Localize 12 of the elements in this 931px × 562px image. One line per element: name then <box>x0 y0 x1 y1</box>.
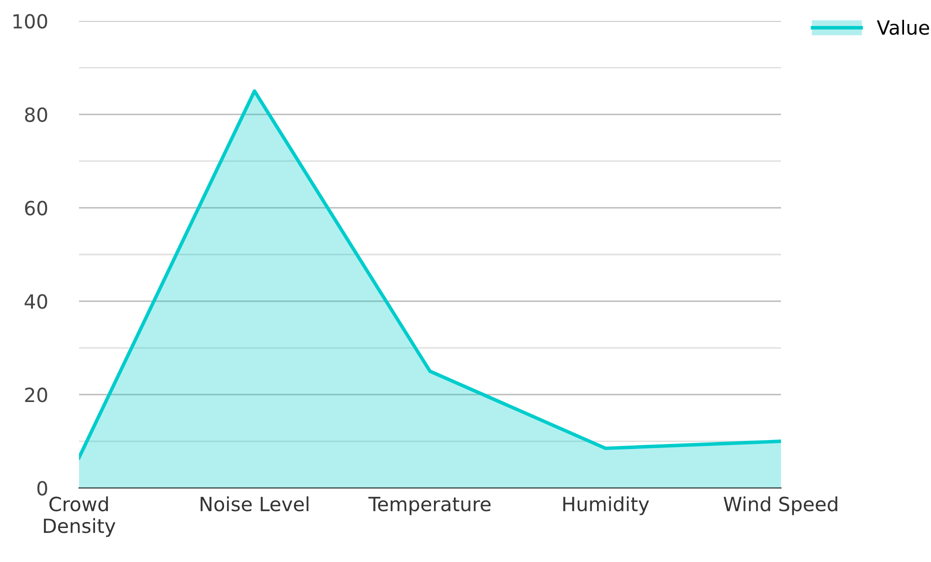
y-tick-label: 40 <box>24 294 48 309</box>
y-tick-label: 60 <box>25 200 48 216</box>
y-tick-label: 0 <box>37 480 48 496</box>
y-tick-label: 20 <box>25 388 48 402</box>
x-tick-label: Wind Speed <box>724 496 838 516</box>
x-tick-label: Crowd Density <box>44 496 116 537</box>
y-tick-label: 80 <box>25 107 48 122</box>
x-tick-label: Noise Level <box>200 496 308 512</box>
legend-label: Value <box>876 20 930 35</box>
x-tick-label: Humidity <box>563 496 650 516</box>
y-tick-label: 100 <box>13 14 48 29</box>
x-tick-label: Temperature <box>368 496 491 516</box>
